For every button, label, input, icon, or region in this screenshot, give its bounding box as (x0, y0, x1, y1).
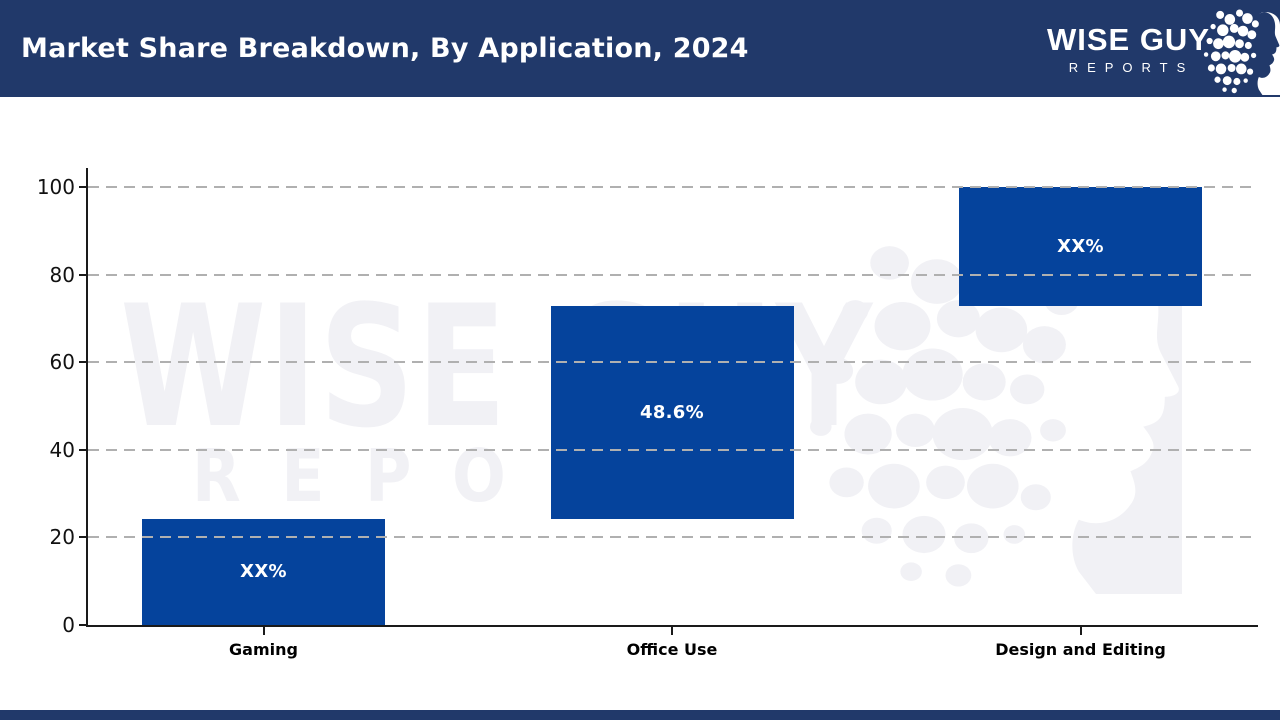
bar-value-label: XX% (1057, 235, 1104, 257)
bar-value-label: XX% (240, 561, 287, 583)
bar-office-use: 48.6% (550, 305, 794, 519)
x-axis-line (86, 625, 1258, 627)
y-axis-line (86, 168, 88, 627)
logo-head-icon (1203, 9, 1280, 95)
chart-title: Market Share Breakdown, By Application, … (21, 33, 749, 64)
gridline-80 (88, 273, 1256, 276)
x-axis-category-label: Gaming (229, 640, 298, 659)
y-axis-tick-mark (79, 186, 87, 188)
x-axis-category-label: Design and Editing (995, 640, 1166, 659)
x-axis-tick-mark (671, 627, 673, 635)
logo-subtext: REPORTS (1068, 60, 1195, 75)
y-axis-tick-mark (79, 361, 87, 364)
header-bar: Market Share Breakdown, By Application, … (0, 0, 1280, 97)
y-axis-tick-mark (79, 448, 87, 451)
logo-wordmark: WISE GUY (1046, 22, 1210, 57)
y-axis-tick-label: 80 (49, 262, 75, 287)
y-axis-tick-label: 100 (36, 175, 75, 199)
gridline-40 (88, 448, 1256, 451)
logo-text: WISE GUY REPORTS (1047, 22, 1210, 75)
bar-design-and-editing: XX% (959, 187, 1202, 306)
x-axis-tick-mark (262, 627, 265, 635)
y-axis-tick-mark (79, 536, 87, 539)
bar-gaming: XX% (142, 518, 385, 625)
x-axis-category-label: Office Use (626, 640, 718, 659)
y-axis-tick-mark (79, 624, 87, 626)
y-axis-tick-label: 0 (62, 613, 75, 637)
gridline-60 (88, 361, 1256, 364)
x-axis-tick-mark (1079, 627, 1082, 635)
y-axis-tick-mark (79, 273, 87, 276)
y-axis-tick-label: 20 (49, 525, 75, 550)
footer-bar (0, 710, 1280, 720)
y-axis-tick-label: 60 (49, 350, 75, 375)
wise-guy-reports-logo: WISE GUY REPORTS (1030, 0, 1280, 97)
gridline-100 (88, 186, 1256, 188)
y-axis-tick-label: 40 (49, 437, 75, 462)
bar-value-label: 48.6% (640, 401, 704, 423)
gridline-20 (88, 536, 1256, 539)
